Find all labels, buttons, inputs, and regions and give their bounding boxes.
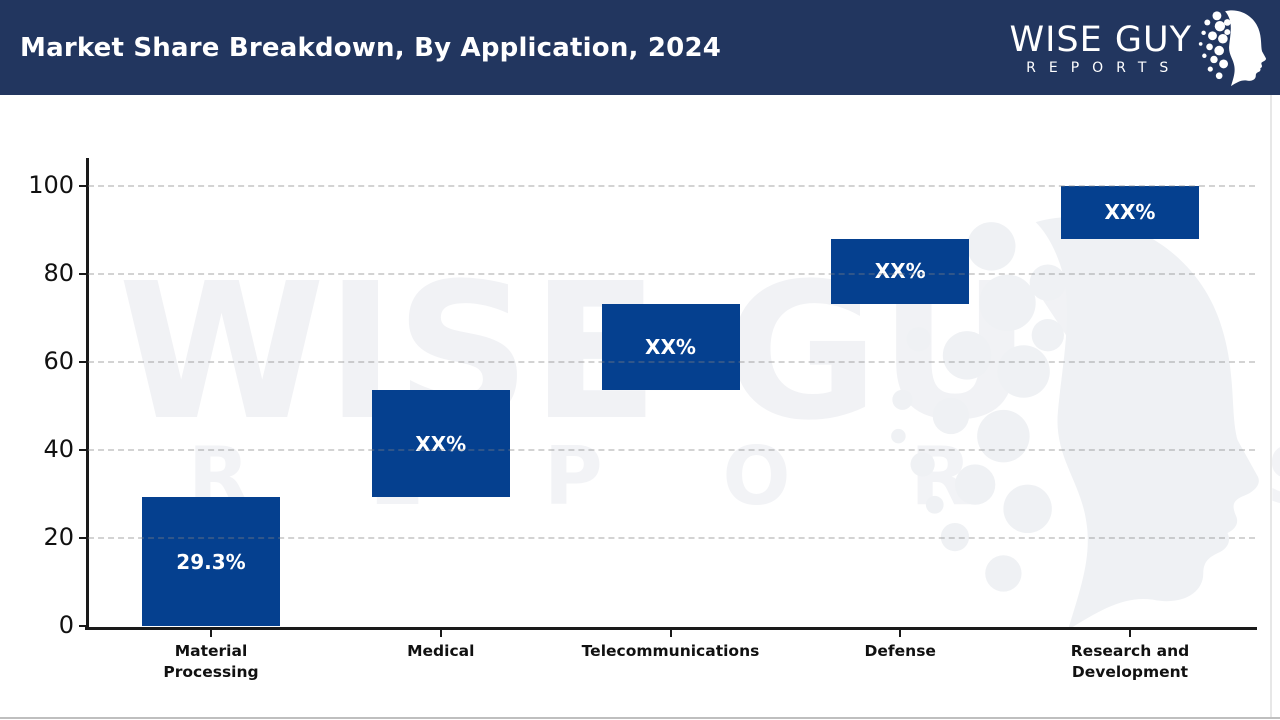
x-category-label-0: Material Processing	[91, 641, 331, 683]
x-category-label-line: Research and	[1070, 642, 1190, 660]
x-category-label-1: Medical	[321, 641, 561, 662]
x-category-label-line: Telecommunications	[581, 642, 760, 660]
gridline-60	[88, 361, 1255, 363]
watermark-face-icon	[891, 216, 1259, 630]
x-category-label-line: Material	[174, 642, 248, 660]
y-tickmark-80	[79, 273, 88, 276]
y-tickmark-100	[79, 185, 88, 188]
brand-subtitle: REPORTS	[1026, 59, 1182, 76]
bar-material-processing: 29.3%	[142, 497, 280, 626]
x-category-label-3: Defense	[780, 641, 1020, 662]
x-tickmark-2	[669, 629, 672, 637]
gridline-20	[88, 537, 1255, 539]
y-tick-label-40: 40	[43, 435, 74, 463]
page-title: Market Share Breakdown, By Application, …	[20, 32, 722, 63]
x-category-label-line: Development	[1071, 663, 1189, 681]
x-category-label-line: Defense	[864, 642, 936, 660]
header-banner: Market Share Breakdown, By Application, …	[0, 0, 1280, 95]
bar-telecommunications: XX%	[601, 303, 740, 391]
bar-medical: XX%	[371, 390, 510, 498]
bar-defense: XX%	[831, 238, 970, 304]
x-tickmark-4	[1129, 629, 1132, 637]
brand-face-icon	[1198, 10, 1266, 87]
y-tickmark-20	[79, 537, 88, 540]
y-tick-label-60: 60	[43, 347, 74, 375]
gridline-80	[88, 273, 1255, 275]
brand-wordmark: WISE GUY	[1009, 19, 1192, 60]
x-tickmark-3	[899, 629, 902, 637]
y-tick-label-100: 100	[28, 171, 74, 199]
x-category-label-2: Telecommunications	[551, 641, 791, 662]
x-category-label-line: Processing	[163, 663, 259, 681]
card-right-edge	[1270, 95, 1272, 718]
bar-value-label: XX%	[1104, 200, 1156, 225]
x-category-label-line: Medical	[407, 642, 475, 660]
bar-value-label: XX%	[874, 259, 926, 284]
y-tickmark-40	[79, 449, 88, 452]
x-axis-line	[85, 627, 1257, 630]
y-tickmark-60	[79, 361, 88, 364]
gridline-40	[88, 449, 1255, 451]
brand-logo-text: WISE GUY REPORTS	[1009, 21, 1192, 76]
bar-value-label: XX%	[415, 431, 467, 456]
footer-divider	[0, 717, 1280, 719]
y-tick-label-20: 20	[43, 523, 74, 551]
brand-logo: WISE GUY REPORTS	[1009, 4, 1268, 92]
y-axis-line	[86, 158, 89, 629]
y-tickmark-0	[79, 625, 88, 628]
y-tick-label-0: 0	[58, 611, 74, 639]
x-tickmark-0	[210, 629, 213, 637]
x-tickmark-1	[439, 629, 442, 637]
bar-value-label: XX%	[645, 335, 696, 360]
y-tick-label-80: 80	[43, 259, 74, 287]
gridline-100	[88, 185, 1255, 187]
bar-research-and-development: XX%	[1061, 186, 1199, 239]
x-category-label-4: Research and Development	[1010, 641, 1250, 683]
bar-value-label: 29.3%	[176, 549, 246, 574]
